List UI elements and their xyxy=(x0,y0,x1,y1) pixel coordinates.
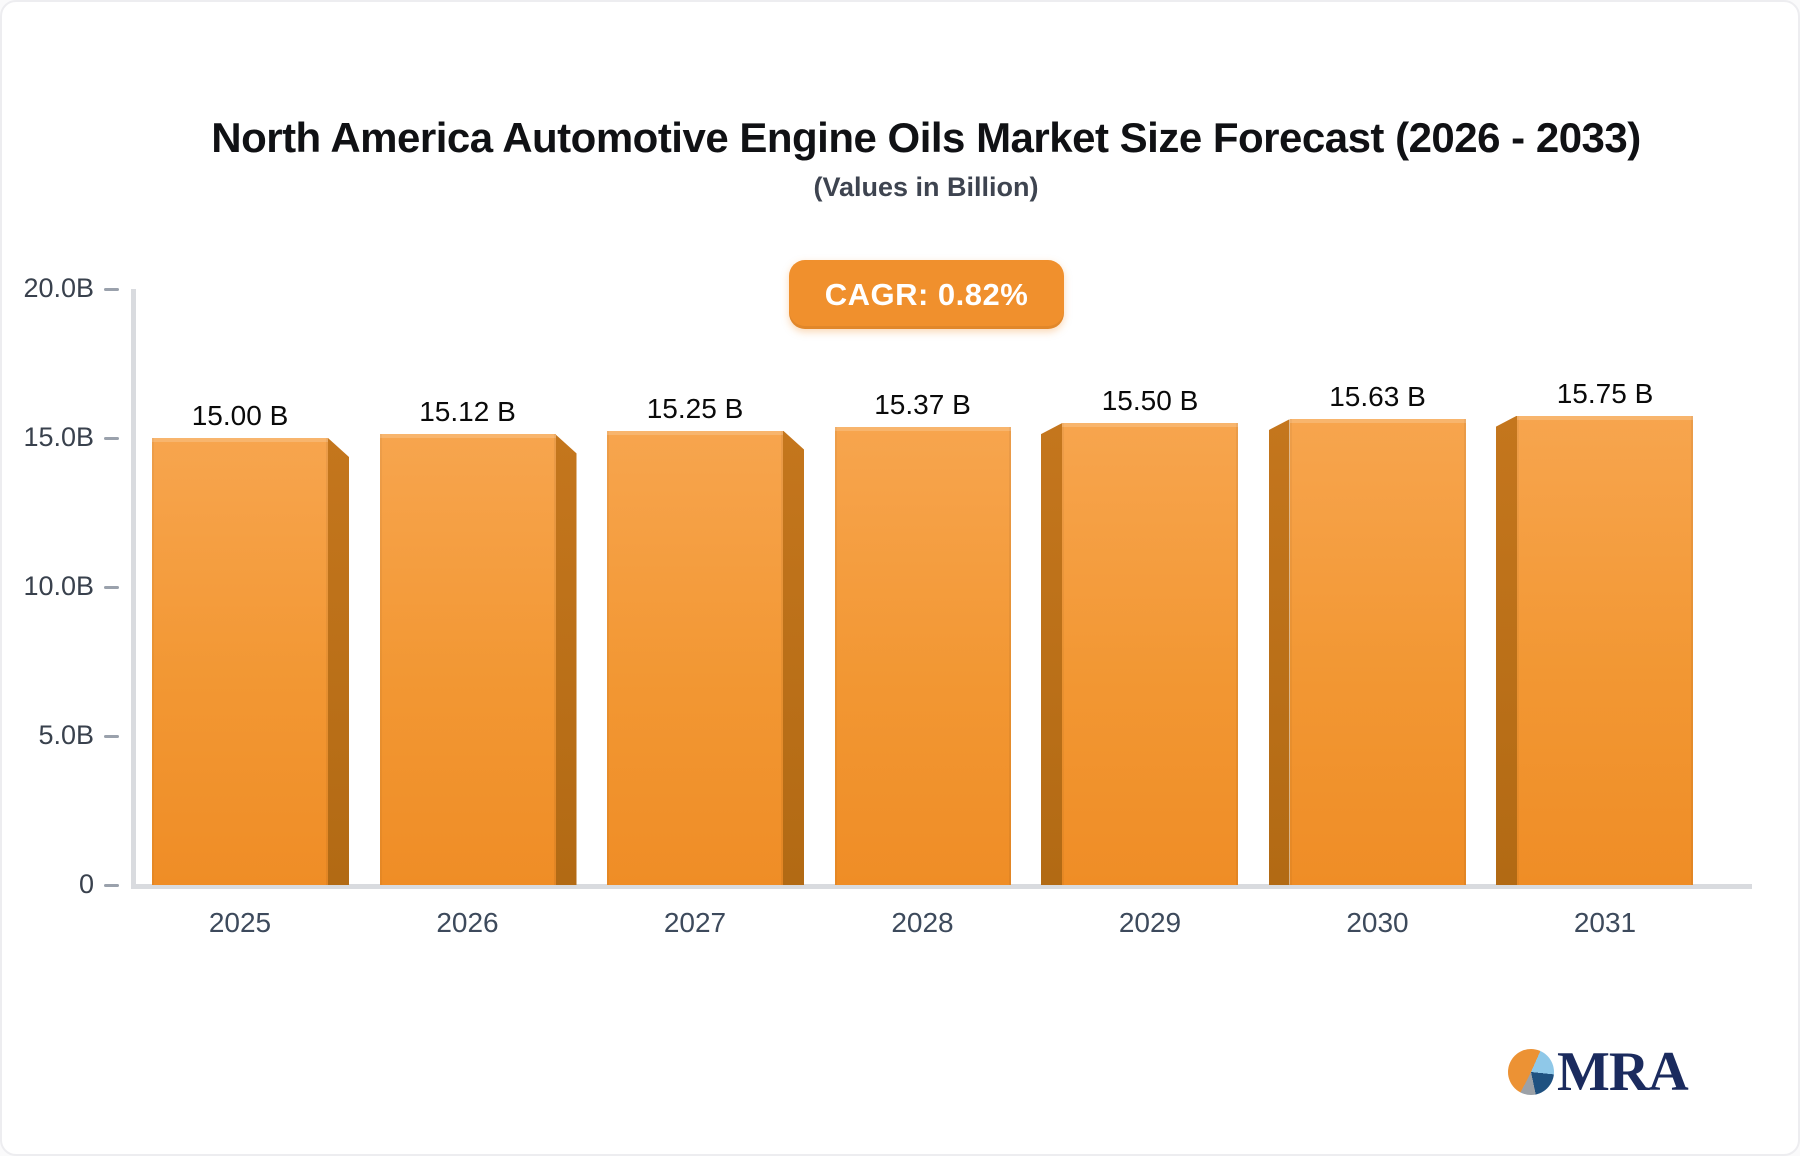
x-axis-label-2027: 2027 xyxy=(663,907,727,938)
x-axis-label-2025: 2025 xyxy=(208,907,272,938)
bar-2026-side-panel xyxy=(555,434,577,885)
y-axis-tick xyxy=(104,437,119,440)
bar-2031-side-panel xyxy=(1496,415,1517,885)
y-axis-label: 15.0B xyxy=(23,422,94,452)
bar-2027-side-panel xyxy=(783,430,804,885)
bar-2026 xyxy=(379,434,556,885)
bar-2028 xyxy=(834,426,1011,885)
x-axis-label-2031: 2031 xyxy=(1573,907,1637,938)
bar-value-label: 15.12 B xyxy=(419,396,516,428)
bar-value-label: 15.50 B xyxy=(1101,385,1199,417)
x-axis-label-2030: 2030 xyxy=(1346,907,1409,938)
x-axis-label-2028: 2028 xyxy=(891,907,954,938)
y-axis-label: 0 xyxy=(78,869,94,899)
bar-2027 xyxy=(607,430,783,885)
y-axis-line xyxy=(131,289,136,889)
bar-2025 xyxy=(152,438,328,885)
pie-chart-icon xyxy=(1508,1049,1554,1095)
bar-2029 xyxy=(1062,423,1238,885)
chart-subtitle: (Values in Billion) xyxy=(813,172,1039,202)
y-axis-label: 10.0B xyxy=(23,571,94,601)
y-axis-label: 20.0B xyxy=(23,273,94,303)
bar-2030-side-panel xyxy=(1268,419,1290,885)
x-axis-label-2029: 2029 xyxy=(1118,907,1182,938)
chart-title: North America Automotive Engine Oils Mar… xyxy=(211,114,1641,161)
bar-value-label: 15.00 B xyxy=(191,400,289,431)
cagr-badge: CAGR: 0.82% xyxy=(789,260,1064,329)
y-axis-tick xyxy=(104,884,119,887)
x-axis-baseline xyxy=(131,884,1752,889)
y-axis-tick xyxy=(104,735,119,738)
y-axis-tick xyxy=(104,586,119,589)
x-axis-label-2026: 2026 xyxy=(436,907,499,938)
bar-value-label: 15.37 B xyxy=(874,388,971,420)
bar-2030 xyxy=(1289,419,1466,885)
bar-value-label: 15.63 B xyxy=(1329,381,1426,413)
bar-2029-side-panel xyxy=(1041,423,1062,885)
bar-2025-side-panel xyxy=(328,438,349,885)
bar-value-label: 15.25 B xyxy=(646,392,744,424)
y-axis-label: 5.0B xyxy=(38,720,94,750)
brand-logo: MRA xyxy=(1508,1041,1689,1103)
bar-value-label: 15.75 B xyxy=(1556,377,1654,409)
bar-2031 xyxy=(1517,415,1693,885)
brand-logo-text: MRA xyxy=(1557,1041,1689,1103)
y-axis-tick xyxy=(104,288,119,291)
